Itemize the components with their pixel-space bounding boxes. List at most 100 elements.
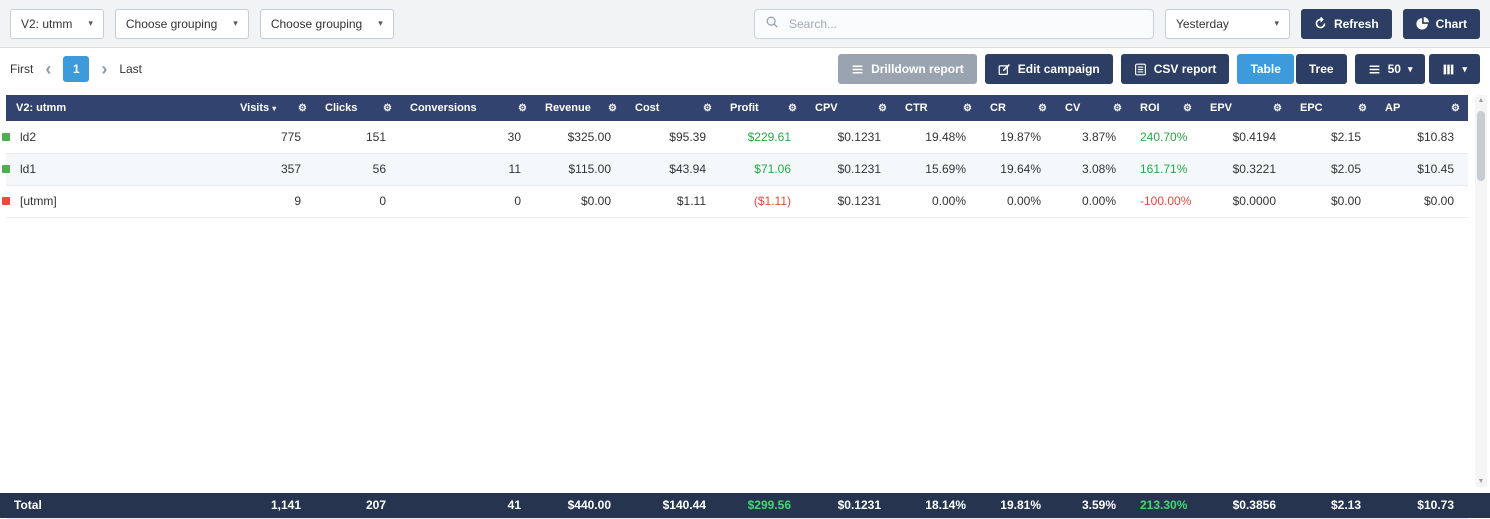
table-controls: 50 ▾ ▾ — [1354, 54, 1480, 84]
cell-profit: $71.06 — [720, 153, 805, 186]
total-profit: $299.56 — [720, 493, 805, 519]
column-header-label: ROI — [1140, 102, 1160, 114]
caret-down-icon: ▾ — [1274, 18, 1279, 28]
total-epc: $2.13 — [1290, 493, 1375, 519]
column-header-label: AP — [1385, 102, 1401, 114]
refresh-button[interactable]: Refresh — [1300, 8, 1392, 39]
gear-icon[interactable]: ⚙ — [1113, 102, 1122, 114]
date-range-dropdown[interactable]: Yesterday ▾ — [1164, 8, 1290, 39]
gear-icon[interactable]: ⚙ — [383, 102, 392, 114]
gear-icon[interactable]: ⚙ — [1183, 102, 1192, 114]
chevron-right-icon[interactable]: › — [101, 59, 108, 79]
gear-icon[interactable]: ⚙ — [1451, 102, 1460, 114]
gear-icon[interactable]: ⚙ — [788, 102, 797, 114]
tree-view-button[interactable]: Tree — [1295, 54, 1347, 84]
pagination-first[interactable]: First — [10, 62, 34, 76]
cell-cpv: $0.1231 — [805, 185, 895, 218]
total-visits: 1,141 — [230, 493, 315, 519]
total-cr: 19.81% — [980, 493, 1055, 519]
cell-conversions: 0 — [400, 185, 535, 218]
caret-down-icon: ▾ — [233, 18, 238, 28]
column-header-cpv[interactable]: CPV ⚙ — [805, 95, 895, 121]
column-header-visits[interactable]: Visits ▾ ⚙ — [230, 95, 315, 121]
gear-icon[interactable]: ⚙ — [298, 102, 307, 114]
column-header-profit[interactable]: Profit ⚙ — [720, 95, 805, 121]
cell-ap: $10.45 — [1375, 153, 1468, 186]
row-name[interactable]: ld2 — [20, 129, 37, 144]
cell-profit: $229.61 — [720, 121, 805, 154]
cell-visits: 357 — [230, 153, 315, 186]
scroll-down-icon[interactable]: ▼ — [1477, 478, 1485, 485]
total-cost: $140.44 — [625, 493, 720, 519]
total-cpv: $0.1231 — [805, 493, 895, 519]
column-header-label: Conversions — [410, 102, 477, 114]
status-marker — [2, 132, 10, 141]
row-name[interactable]: [utmm] — [20, 194, 57, 208]
pagination-last[interactable]: Last — [119, 62, 143, 76]
column-header-cv[interactable]: CV ⚙ — [1055, 95, 1130, 121]
edit-campaign-button[interactable]: Edit campaign — [984, 54, 1113, 84]
chart-button[interactable]: Chart — [1402, 8, 1480, 39]
column-header-label: CV — [1065, 102, 1081, 114]
column-header-cr[interactable]: CR ⚙ — [980, 95, 1055, 121]
row-name-cell: [utmm] — [2, 185, 230, 218]
drilldown-report-label: Drilldown report — [871, 62, 964, 76]
campaign-dropdown[interactable]: V2: utmm ▾ — [10, 8, 104, 39]
chevron-left-icon[interactable]: ‹ — [45, 59, 52, 79]
csv-report-button[interactable]: CSV report — [1120, 54, 1230, 84]
table-row[interactable]: ld2 775 151 30 $325.00 $95.39 $229.61 $0… — [2, 121, 1468, 154]
columns-dropdown[interactable]: ▾ — [1429, 54, 1480, 84]
caret-down-icon: ▾ — [88, 18, 93, 28]
cell-epv: $0.4194 — [1200, 121, 1290, 154]
edit-campaign-label: Edit campaign — [1017, 62, 1100, 76]
caret-down-icon: ▾ — [1407, 63, 1413, 74]
row-name[interactable]: ld1 — [20, 162, 37, 176]
gear-icon[interactable]: ⚙ — [703, 102, 712, 114]
row-name-cell: ld1 — [2, 153, 230, 186]
caret-down-icon: ▾ — [1462, 63, 1467, 74]
cell-cr: 19.64% — [980, 153, 1055, 186]
cell-cv: 3.08% — [1055, 153, 1130, 186]
column-header-roi[interactable]: ROI ⚙ — [1130, 95, 1200, 121]
vertical-scrollbar[interactable]: ▲ ▼ — [1475, 95, 1487, 487]
table-view-button[interactable]: Table — [1237, 54, 1294, 84]
column-header-conversions[interactable]: Conversions ⚙ — [400, 95, 535, 121]
view-toggle: Table Tree — [1237, 54, 1347, 84]
cell-roi: 161.71% — [1130, 153, 1200, 186]
column-header-name[interactable]: V2: utmm — [6, 95, 230, 121]
cell-cpv: $0.1231 — [805, 121, 895, 154]
column-header-cost[interactable]: Cost ⚙ — [625, 95, 720, 121]
column-header-ctr[interactable]: CTR ⚙ — [895, 95, 980, 121]
grouping-dropdown-1[interactable]: Choose grouping ▾ — [114, 8, 249, 39]
drilldown-report-button[interactable]: Drilldown report — [838, 54, 977, 84]
gear-icon[interactable]: ⚙ — [518, 102, 527, 114]
scrollbar-thumb[interactable] — [1477, 111, 1485, 181]
column-header-clicks[interactable]: Clicks ⚙ — [315, 95, 400, 121]
rows-per-page-dropdown[interactable]: 50 ▾ — [1354, 54, 1426, 84]
total-label: Total — [6, 493, 230, 519]
column-header-label: V2: utmm — [16, 102, 67, 114]
column-header-label: Cost — [635, 102, 660, 114]
cell-revenue: $0.00 — [535, 185, 625, 218]
gear-icon[interactable]: ⚙ — [1038, 102, 1047, 114]
column-header-revenue[interactable]: Revenue ⚙ — [535, 95, 625, 121]
column-header-ap[interactable]: AP ⚙ — [1375, 95, 1468, 121]
total-conversions: 41 — [400, 493, 535, 519]
cell-revenue: $115.00 — [535, 153, 625, 186]
table-row[interactable]: [utmm] 9 0 0 $0.00 $1.11 ($1.11) $0.1231… — [2, 185, 1468, 218]
cell-ctr: 19.48% — [895, 121, 980, 154]
grouping-dropdown-2[interactable]: Choose grouping ▾ — [259, 8, 394, 39]
gear-icon[interactable]: ⚙ — [878, 102, 887, 114]
column-header-epv[interactable]: EPV ⚙ — [1200, 95, 1290, 121]
gear-icon[interactable]: ⚙ — [1358, 102, 1367, 114]
column-header-epc[interactable]: EPC ⚙ — [1290, 95, 1375, 121]
scroll-up-icon[interactable]: ▲ — [1477, 97, 1485, 104]
gear-icon[interactable]: ⚙ — [1273, 102, 1282, 114]
cell-cost: $43.94 — [625, 153, 720, 186]
search-input[interactable] — [786, 15, 1143, 32]
gear-icon[interactable]: ⚙ — [963, 102, 972, 114]
table-row[interactable]: ld1 357 56 11 $115.00 $43.94 $71.06 $0.1… — [2, 153, 1468, 186]
pagination-page-1[interactable]: 1 — [63, 56, 90, 82]
gear-icon[interactable]: ⚙ — [608, 102, 617, 114]
csv-report-label: CSV report — [1153, 62, 1217, 76]
